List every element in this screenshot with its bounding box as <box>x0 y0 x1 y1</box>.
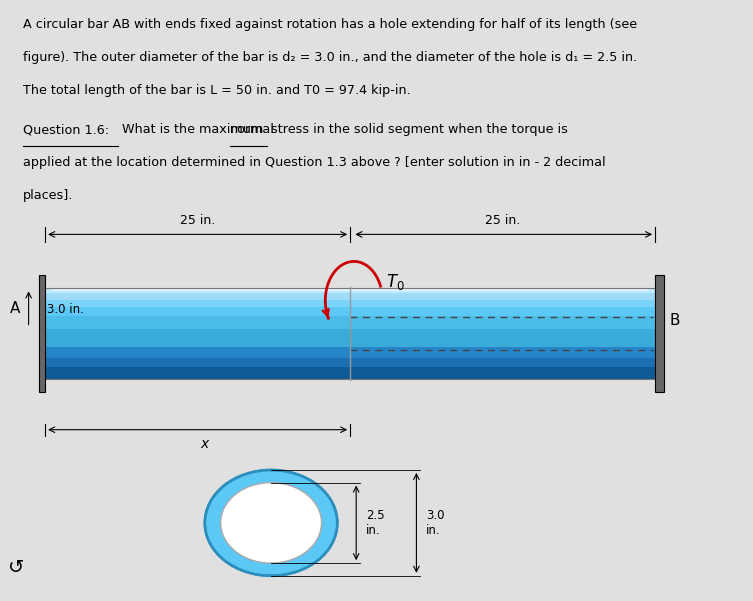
Bar <box>45 352 655 354</box>
Text: places].: places]. <box>23 189 73 203</box>
Text: What is the maximum: What is the maximum <box>118 123 267 136</box>
Bar <box>45 361 655 363</box>
Bar <box>45 300 655 302</box>
Bar <box>45 288 655 291</box>
Circle shape <box>205 470 337 576</box>
Bar <box>39 275 45 392</box>
Bar <box>45 307 655 309</box>
Bar <box>45 363 655 365</box>
Bar <box>45 293 655 295</box>
Bar <box>45 316 655 318</box>
Text: 25 in.: 25 in. <box>485 214 520 227</box>
Text: 3.0 in.: 3.0 in. <box>47 302 84 316</box>
Text: 2.5
in.: 2.5 in. <box>366 509 385 537</box>
Bar <box>45 329 655 331</box>
Text: 3.0
in.: 3.0 in. <box>426 509 445 537</box>
Bar <box>45 327 655 329</box>
Bar <box>45 322 655 325</box>
Bar <box>45 365 655 367</box>
Bar <box>45 302 655 304</box>
Bar <box>45 340 655 343</box>
Bar <box>45 336 655 338</box>
Bar <box>45 297 655 300</box>
Bar <box>45 318 655 320</box>
Bar <box>45 376 655 379</box>
Circle shape <box>221 483 322 563</box>
Bar <box>45 343 655 345</box>
Text: B: B <box>669 313 680 328</box>
Bar <box>45 354 655 356</box>
Bar <box>45 370 655 372</box>
Bar <box>45 309 655 311</box>
Bar <box>45 325 655 327</box>
Text: 25 in.: 25 in. <box>180 214 215 227</box>
Bar <box>655 275 664 392</box>
Bar <box>53 289 648 291</box>
Bar <box>45 374 655 376</box>
Text: $T_0$: $T_0$ <box>386 272 404 293</box>
Bar <box>45 372 655 374</box>
Bar <box>45 291 655 293</box>
Bar <box>45 345 655 347</box>
Bar <box>45 311 655 313</box>
Bar <box>45 320 655 322</box>
Text: normal: normal <box>230 123 275 136</box>
Text: Question 1.6:: Question 1.6: <box>23 123 108 136</box>
Text: ↺: ↺ <box>8 558 24 577</box>
Bar <box>45 304 655 307</box>
Bar <box>45 347 655 349</box>
Bar <box>45 334 655 336</box>
Bar <box>45 358 655 361</box>
Bar <box>45 338 655 340</box>
Text: $x$: $x$ <box>200 437 211 451</box>
Text: The total length of the bar is L = 50 in. and T0 = 97.4 kip-in.: The total length of the bar is L = 50 in… <box>23 84 410 97</box>
Text: A circular bar AB with ends fixed against rotation has a hole extending for half: A circular bar AB with ends fixed agains… <box>23 18 637 31</box>
Bar <box>45 367 655 370</box>
Text: figure). The outer diameter of the bar is d₂ = 3.0 in., and the diameter of the : figure). The outer diameter of the bar i… <box>23 51 637 64</box>
Bar <box>45 295 655 297</box>
Bar <box>45 356 655 358</box>
Bar <box>45 331 655 334</box>
Bar <box>45 288 655 379</box>
Text: applied at the location determined in Question 1.3 above ? [enter solution in in: applied at the location determined in Qu… <box>23 156 605 169</box>
Bar <box>45 349 655 352</box>
Bar <box>45 313 655 316</box>
Text: A: A <box>10 301 20 316</box>
Text: stress in the solid segment when the torque is: stress in the solid segment when the tor… <box>267 123 568 136</box>
